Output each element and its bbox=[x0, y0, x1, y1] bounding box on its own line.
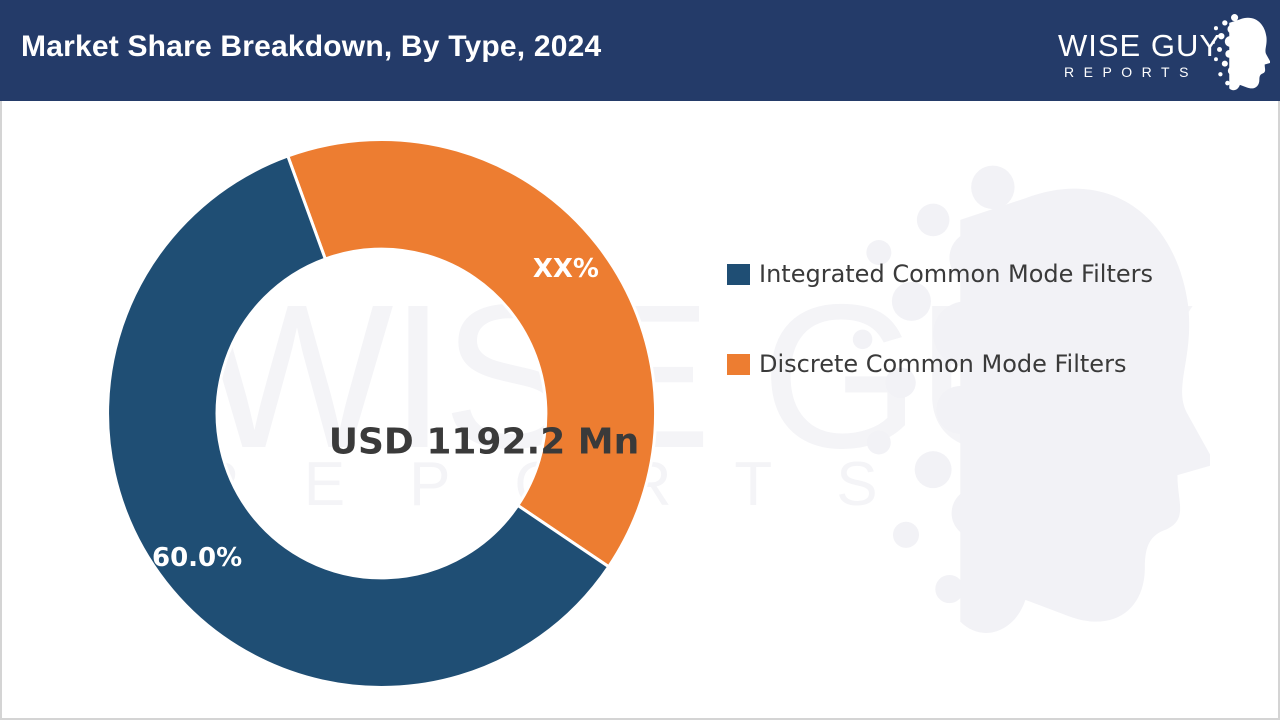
legend-swatch-0 bbox=[727, 263, 750, 285]
legend-label-0: Integrated Common Mode Filters bbox=[759, 260, 1153, 288]
wiseguy-logo: WISE GUY REPORTS bbox=[1022, 6, 1272, 98]
watermark-face-icon bbox=[852, 165, 1210, 633]
donut-slice-0 bbox=[285, 137, 658, 569]
legend-item-discrete: Discrete Common Mode Filters bbox=[727, 350, 1126, 378]
chart-panel: WISE GUY REPORTS XX% 60.0% USD 1192.2 Mn… bbox=[0, 101, 1280, 720]
legend-label-1: Discrete Common Mode Filters bbox=[759, 350, 1127, 378]
page-title: Market Share Breakdown, By Type, 2024 bbox=[21, 30, 602, 63]
donut-center-value: USD 1192.2 Mn bbox=[328, 421, 640, 463]
logo-subtitle: REPORTS bbox=[1064, 64, 1198, 80]
slice-label-0: XX% bbox=[532, 254, 599, 285]
slice-label-1: 60.0% bbox=[151, 542, 243, 573]
donut-chart: XX% 60.0% USD 1192.2 Mn bbox=[105, 137, 658, 690]
header-bar: Market Share Breakdown, By Type, 2024 WI… bbox=[0, 0, 1280, 101]
legend-swatch-1 bbox=[727, 353, 750, 375]
donut-svg bbox=[106, 137, 658, 689]
wiseguy-face-icon bbox=[1211, 14, 1270, 91]
legend-item-integrated: Integrated Common Mode Filters bbox=[727, 260, 1153, 288]
logo-wordmark: WISE GUY bbox=[1058, 28, 1222, 63]
donut-slice-1 bbox=[106, 154, 611, 689]
